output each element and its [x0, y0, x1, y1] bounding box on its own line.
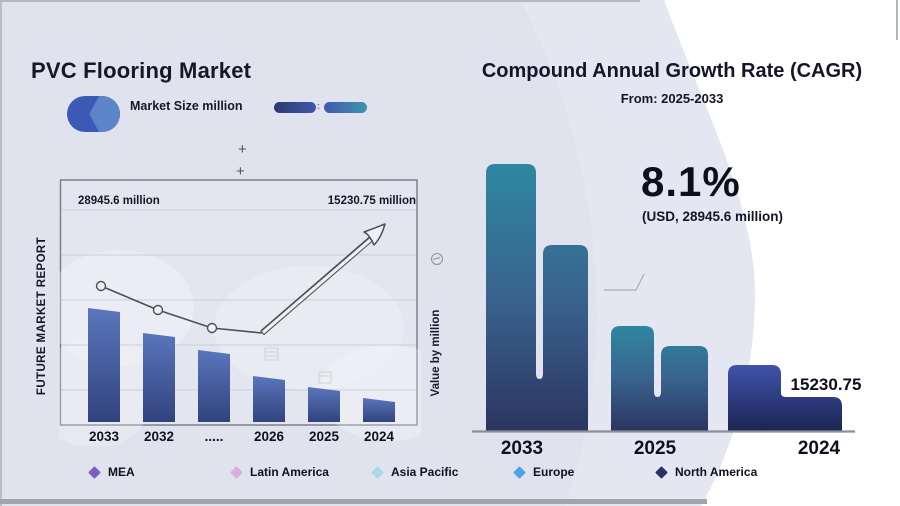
pill-badge-navy-icon	[274, 102, 316, 113]
x-tick-label: 2033	[501, 438, 543, 459]
frame-bottom-edge	[0, 499, 707, 504]
diamond-icon	[88, 465, 101, 479]
x-tick-label: 2025	[309, 429, 340, 444]
cylinder-icon	[67, 96, 120, 132]
legend-item-mea: MEA	[88, 465, 135, 479]
x-axis-labels: 2033 2025 2024	[501, 438, 841, 459]
y-axis-label: Value by million	[430, 309, 442, 397]
frame-left-edge	[0, 0, 2, 506]
legend-label: MEA	[108, 465, 135, 479]
pill-badge-teal-icon	[324, 102, 367, 113]
bracket-decoration	[604, 273, 645, 291]
x-tick-label: 2025	[634, 438, 677, 459]
value-label-start: 28945.6 million	[78, 195, 160, 207]
table-watermark-icon	[264, 347, 332, 384]
bar-2033	[88, 308, 120, 422]
legend-item-latin-america: Latin America	[230, 465, 329, 479]
x-tick-label: 2026	[254, 429, 285, 444]
bar-series	[88, 308, 395, 422]
x-tick-label: 2033	[89, 429, 120, 444]
bar-value-label: 15230.75	[791, 375, 862, 394]
plus-mark-icon: +	[236, 163, 245, 180]
legend-label: Latin America	[250, 465, 329, 479]
legend-item-asia-pacific: Asia Pacific	[371, 465, 459, 479]
plus-mark-icon: +	[238, 141, 247, 158]
cylinder-icon-face	[89, 96, 120, 132]
cagr-note: (USD, 28945.6 million)	[642, 209, 784, 224]
diamond-icon	[513, 465, 526, 479]
cagr-subtitle: From: 2025-2033	[620, 91, 724, 106]
bar-2024	[363, 398, 395, 422]
growth-arrow-icon	[260, 223, 386, 336]
diamond-icon	[655, 465, 668, 479]
diamond-icon	[371, 465, 384, 479]
cagr-value: 8.1%	[641, 158, 741, 205]
frame-right-edge	[896, 0, 898, 40]
trend-line	[100, 285, 263, 334]
legend-label: Europe	[533, 465, 575, 479]
market-size-bar-chart: 28945.6 million 15230.75 million 2033 20…	[59, 179, 421, 446]
x-tick-label: 2024	[798, 438, 841, 459]
legend-label: North America	[675, 465, 758, 479]
circle-minus-icon	[431, 253, 443, 265]
legend-label: Asia Pacific	[391, 465, 459, 479]
diamond-icon	[230, 465, 243, 479]
bar-2026	[253, 376, 285, 422]
bar-group-2024	[728, 365, 842, 431]
legend-item-north-america: North America	[655, 465, 758, 479]
cagr-bar-chart: 15230.75 2033 2025 2024	[472, 164, 862, 459]
bar-group-2025	[611, 326, 708, 431]
x-tick-label: .....	[205, 429, 224, 444]
x-axis-labels: 2033 2032 ..... 2026 2025 2024	[89, 429, 395, 444]
bar-2032	[143, 333, 175, 422]
bar-dots	[198, 350, 230, 422]
watermark-vertical-label: FUTURE MARKET REPORT	[36, 236, 48, 396]
frame-top-edge	[0, 0, 640, 2]
bar-group-2033	[486, 164, 588, 431]
page-title: PVC Flooring Market	[31, 58, 252, 83]
x-tick-label: 2032	[144, 429, 174, 444]
x-tick-label: 2024	[364, 429, 395, 444]
pill-separator: :	[317, 101, 320, 111]
legend-item-europe: Europe	[513, 465, 575, 479]
value-label-end: 15230.75 million	[328, 195, 416, 207]
bar-2025	[308, 387, 340, 422]
series-label: Market Size million	[130, 99, 243, 113]
trend-markers	[95, 280, 218, 334]
cagr-title: Compound Annual Growth Rate (CAGR)	[481, 60, 863, 82]
